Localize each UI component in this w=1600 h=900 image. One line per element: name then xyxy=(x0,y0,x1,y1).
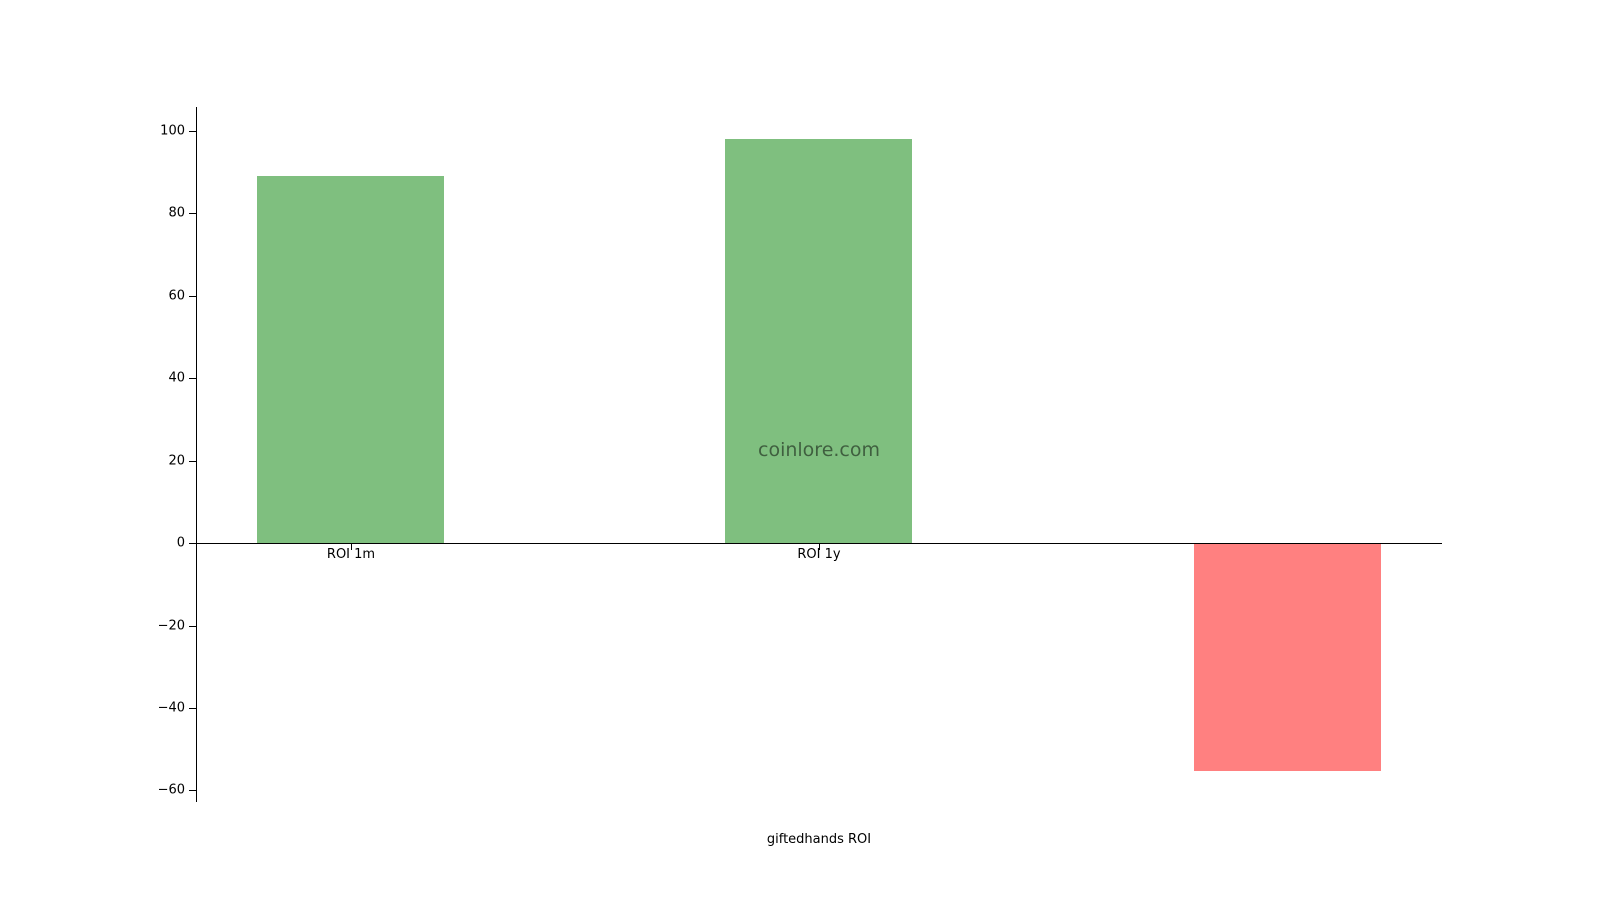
y-tick-label: 20 xyxy=(168,453,185,469)
y-tick-mark xyxy=(189,790,196,791)
x-axis-zero-line xyxy=(196,543,1442,544)
y-tick-mark xyxy=(189,626,196,627)
y-tick-label: 0 xyxy=(176,535,185,551)
y-tick-label: 100 xyxy=(160,123,185,139)
bar-unlabeled-2 xyxy=(1194,544,1381,771)
bar-roi-1y xyxy=(725,139,912,543)
y-tick-label: 80 xyxy=(168,205,185,221)
y-tick-label: 40 xyxy=(168,370,185,386)
x-tick-mark xyxy=(351,544,352,550)
y-tick-label: 60 xyxy=(168,288,185,304)
bar-roi-1m xyxy=(257,176,444,543)
y-tick-mark xyxy=(189,543,196,544)
y-axis-spine xyxy=(196,107,197,802)
y-tick-mark xyxy=(189,708,196,709)
watermark-text: coinlore.com xyxy=(758,439,880,461)
y-tick-mark xyxy=(189,296,196,297)
y-tick-mark xyxy=(189,461,196,462)
x-tick-label: ROI 1y xyxy=(797,547,841,562)
y-tick-label: −60 xyxy=(157,782,185,798)
y-tick-label: −20 xyxy=(157,618,185,634)
y-tick-mark xyxy=(189,378,196,379)
y-tick-mark xyxy=(189,213,196,214)
x-axis-title: giftedhands ROI xyxy=(766,832,872,847)
x-tick-label: ROI 1m xyxy=(326,547,376,562)
y-tick-label: −40 xyxy=(157,700,185,716)
y-tick-mark xyxy=(189,131,196,132)
x-tick-mark xyxy=(819,544,820,550)
